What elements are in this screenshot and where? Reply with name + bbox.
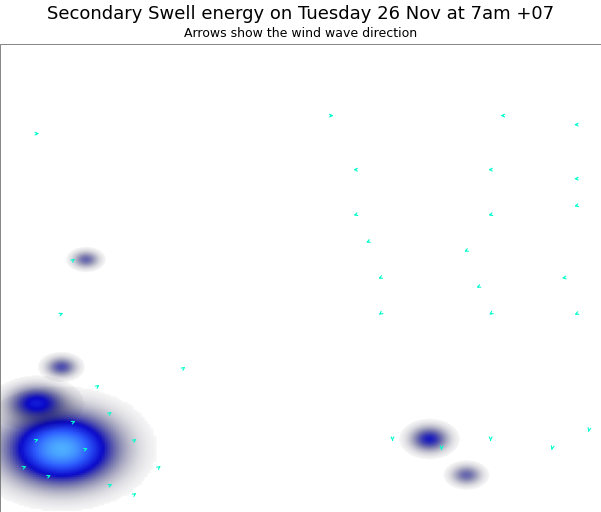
Text: Arrows show the wind wave direction: Arrows show the wind wave direction	[184, 28, 417, 40]
Text: Secondary Swell energy on Tuesday 26 Nov at 7am +07: Secondary Swell energy on Tuesday 26 Nov…	[47, 5, 554, 23]
